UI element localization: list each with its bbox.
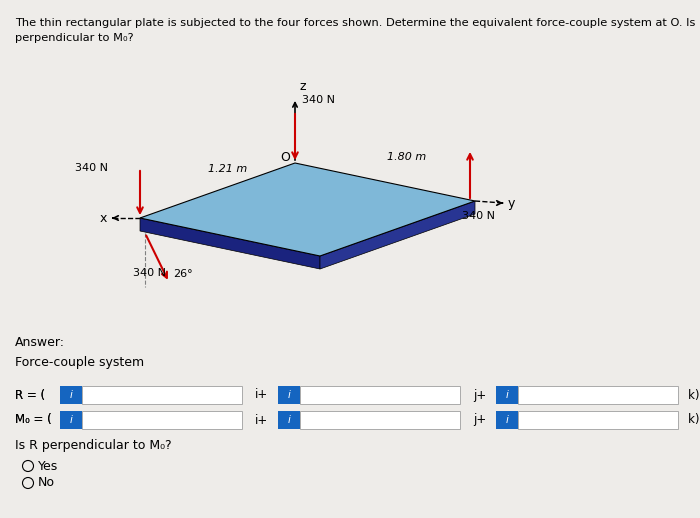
Text: O: O bbox=[280, 151, 290, 164]
Text: Is R perpendicular to M₀?: Is R perpendicular to M₀? bbox=[15, 439, 172, 453]
Text: No: No bbox=[38, 477, 55, 490]
Bar bbox=[82, 386, 242, 404]
Text: R = (: R = ( bbox=[15, 388, 45, 401]
Text: i: i bbox=[288, 390, 290, 400]
Text: 1.80 m: 1.80 m bbox=[387, 152, 426, 162]
Text: i: i bbox=[288, 415, 290, 425]
Text: perpendicular to M₀?: perpendicular to M₀? bbox=[15, 33, 134, 43]
Text: k) N·m: k) N·m bbox=[688, 413, 700, 426]
Bar bbox=[300, 386, 460, 404]
Text: i: i bbox=[505, 390, 508, 400]
Bar bbox=[82, 411, 242, 429]
Text: 340 N: 340 N bbox=[75, 163, 108, 173]
Bar bbox=[518, 411, 678, 429]
Text: M₀ = (: M₀ = ( bbox=[15, 413, 52, 426]
Bar bbox=[60, 386, 82, 404]
Text: i+: i+ bbox=[255, 413, 268, 426]
Bar bbox=[496, 411, 518, 429]
Text: R = (: R = ( bbox=[15, 388, 45, 401]
Text: j+: j+ bbox=[473, 413, 486, 426]
Text: The thin rectangular plate is subjected to the four forces shown. Determine the : The thin rectangular plate is subjected … bbox=[15, 18, 700, 28]
Text: 340 N: 340 N bbox=[302, 95, 335, 105]
Text: i: i bbox=[69, 415, 72, 425]
Text: 1.21 m: 1.21 m bbox=[207, 165, 247, 175]
Text: z: z bbox=[300, 80, 307, 93]
Text: i+: i+ bbox=[255, 388, 268, 401]
Text: M₀ = (: M₀ = ( bbox=[15, 413, 52, 426]
Text: 340 N: 340 N bbox=[462, 211, 495, 221]
Text: 340 N: 340 N bbox=[133, 268, 166, 278]
Text: Yes: Yes bbox=[38, 459, 58, 472]
Text: k) N: k) N bbox=[688, 388, 700, 401]
Text: i: i bbox=[69, 390, 72, 400]
Text: i: i bbox=[505, 415, 508, 425]
Text: j+: j+ bbox=[473, 388, 486, 401]
Text: Answer:: Answer: bbox=[15, 336, 65, 349]
Bar bbox=[496, 386, 518, 404]
Text: y: y bbox=[508, 196, 515, 209]
Polygon shape bbox=[140, 163, 475, 256]
Bar bbox=[278, 411, 300, 429]
Polygon shape bbox=[140, 218, 320, 269]
Bar bbox=[60, 411, 82, 429]
Text: 26°: 26° bbox=[173, 269, 193, 279]
Polygon shape bbox=[320, 201, 475, 269]
Bar bbox=[300, 411, 460, 429]
Bar bbox=[518, 386, 678, 404]
Text: x: x bbox=[100, 211, 107, 224]
Bar bbox=[278, 386, 300, 404]
Text: Force-couple system: Force-couple system bbox=[15, 356, 144, 369]
